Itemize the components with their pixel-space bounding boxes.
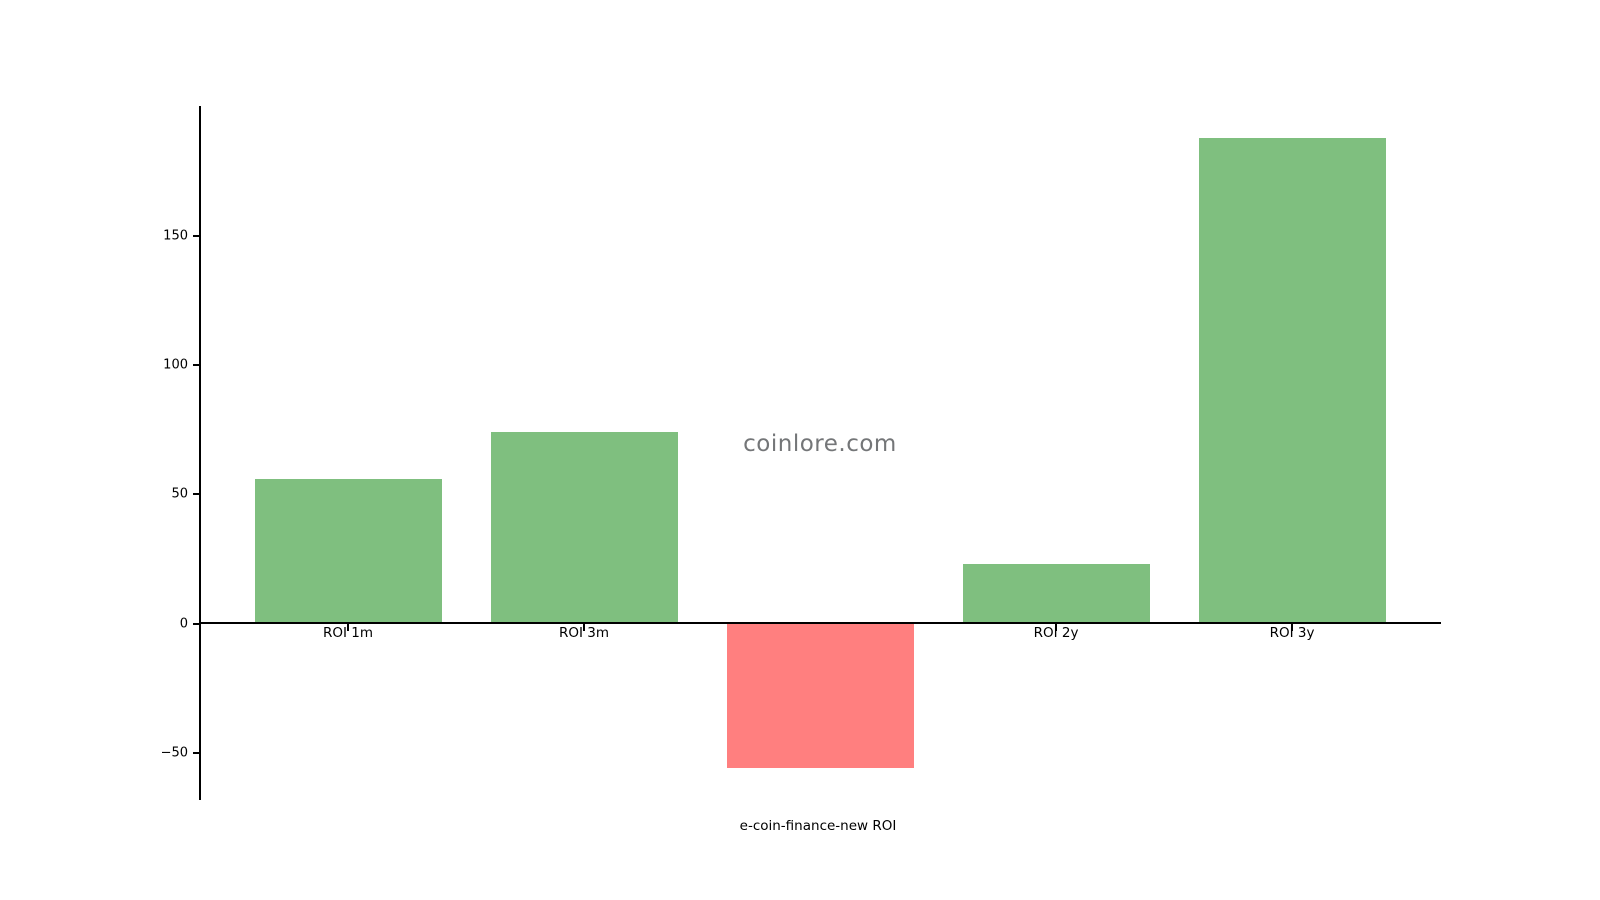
y-axis-spine (199, 106, 201, 800)
x-axis-tick-label: ROI 3m (558, 625, 610, 641)
bar-roi-3y (1198, 137, 1386, 624)
y-axis-tick (193, 622, 200, 625)
bar-negative (726, 623, 914, 769)
x-axis-tick-label: ROI 1m (322, 625, 374, 641)
x-axis-tick (1291, 623, 1293, 631)
x-axis-tick (1055, 623, 1057, 631)
y-axis-tick-label: 0 (179, 616, 188, 631)
y-axis-tick-label: 100 (163, 357, 188, 373)
x-axis-zero-line (199, 622, 1441, 624)
x-axis-tick (583, 623, 585, 631)
x-axis-tick-label: ROI 3y (1269, 625, 1315, 641)
y-axis-tick (193, 235, 200, 237)
y-axis-tick-label: 50 (171, 486, 188, 502)
bar-roi-3m (490, 432, 678, 624)
x-axis-tick (347, 623, 349, 631)
y-axis-tick-label: 150 (163, 228, 188, 244)
y-axis-tick-label: −50 (160, 745, 188, 761)
y-axis-tick (193, 493, 200, 496)
y-axis-tick (193, 751, 200, 754)
x-axis-tick-label: ROI 2y (1033, 625, 1079, 641)
bar-roi-1m (254, 478, 442, 624)
watermark-text: coinlore.com (743, 431, 897, 457)
chart-title: e-coin-finance-new ROI (739, 818, 897, 834)
y-axis-tick (193, 364, 200, 367)
bar-roi-2y (962, 564, 1150, 624)
